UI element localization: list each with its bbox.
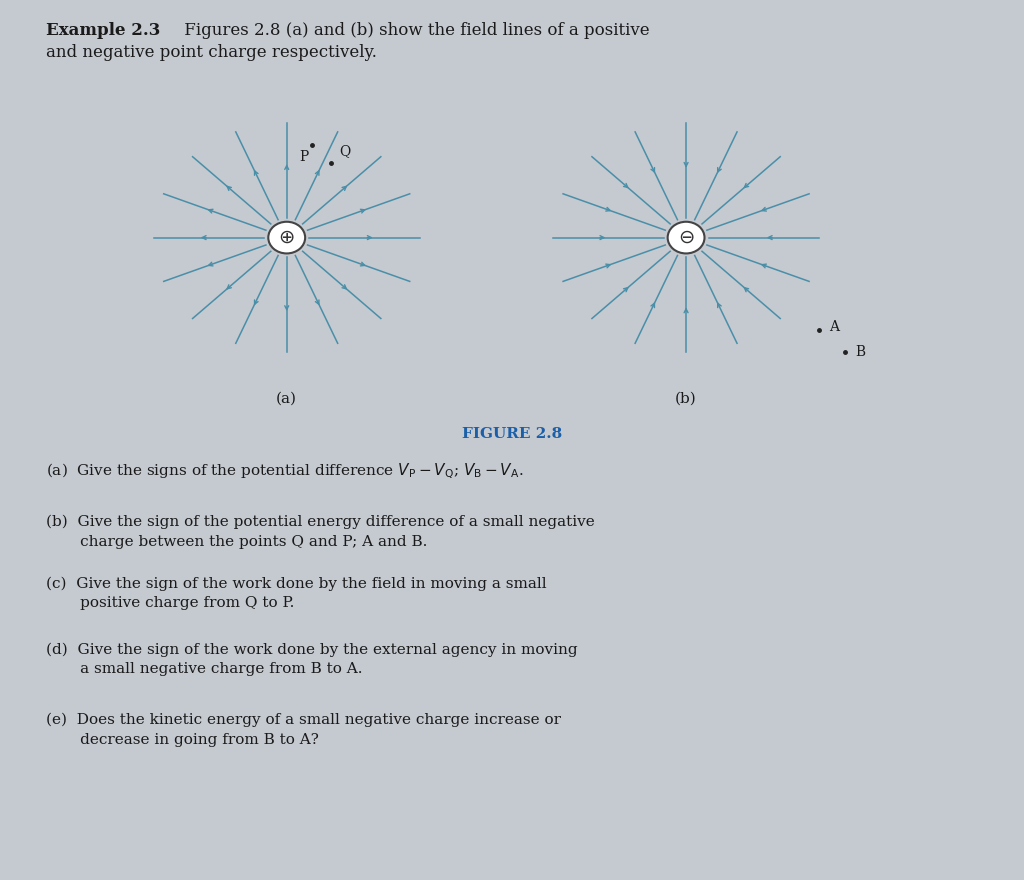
Text: (b): (b) xyxy=(675,392,697,406)
Circle shape xyxy=(268,222,305,253)
Text: B: B xyxy=(855,345,865,359)
Text: ⊕: ⊕ xyxy=(279,228,295,247)
Text: Figures 2.8 (a) and (b) show the field lines of a positive: Figures 2.8 (a) and (b) show the field l… xyxy=(179,22,650,39)
Text: and negative point charge respectively.: and negative point charge respectively. xyxy=(46,44,377,61)
Text: (a)  Give the signs of the potential difference $V_\mathrm{P} - V_\mathrm{Q}$; $: (a) Give the signs of the potential diff… xyxy=(46,462,523,481)
Text: Q: Q xyxy=(339,144,350,158)
Text: A: A xyxy=(829,320,840,334)
Circle shape xyxy=(668,222,705,253)
Text: FIGURE 2.8: FIGURE 2.8 xyxy=(462,427,562,441)
Text: (a): (a) xyxy=(276,392,297,406)
Text: ⊖: ⊖ xyxy=(678,228,694,247)
Text: Example 2.3: Example 2.3 xyxy=(46,22,161,39)
Text: (b)  Give the sign of the potential energy difference of a small negative
      : (b) Give the sign of the potential energ… xyxy=(46,515,595,549)
Text: (e)  Does the kinetic energy of a small negative charge increase or
       decre: (e) Does the kinetic energy of a small n… xyxy=(46,713,561,747)
Text: (d)  Give the sign of the work done by the external agency in moving
       a sm: (d) Give the sign of the work done by th… xyxy=(46,642,578,677)
Text: (c)  Give the sign of the work done by the field in moving a small
       positi: (c) Give the sign of the work done by th… xyxy=(46,576,547,611)
Text: P: P xyxy=(299,150,309,164)
